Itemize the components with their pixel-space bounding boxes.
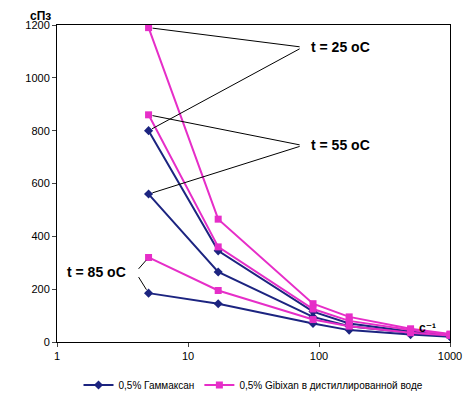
svg-text:1000: 1000 — [438, 350, 462, 362]
svg-text:0,5% Gibixan в дистиллированно: 0,5% Gibixan в дистиллированной воде — [239, 380, 422, 391]
svg-text:с⁻¹: с⁻¹ — [419, 321, 436, 335]
svg-text:200: 200 — [31, 283, 49, 295]
svg-text:600: 600 — [31, 177, 49, 189]
svg-text:100: 100 — [310, 350, 328, 362]
svg-text:0,5% Гаммаксан: 0,5% Гаммаксан — [119, 380, 195, 391]
svg-text:t = 85 оС: t = 85 оС — [67, 264, 126, 280]
svg-text:10: 10 — [182, 350, 194, 362]
svg-text:1200: 1200 — [25, 19, 49, 31]
svg-text:0: 0 — [44, 336, 50, 348]
svg-text:1000: 1000 — [25, 72, 49, 84]
svg-text:t = 25 оС: t = 25 оС — [311, 39, 370, 55]
svg-text:1: 1 — [54, 350, 60, 362]
svg-text:800: 800 — [31, 125, 49, 137]
svg-text:сПз: сПз — [30, 9, 51, 23]
svg-text:t = 55 оС: t = 55 оС — [311, 137, 370, 153]
svg-text:400: 400 — [31, 230, 49, 242]
